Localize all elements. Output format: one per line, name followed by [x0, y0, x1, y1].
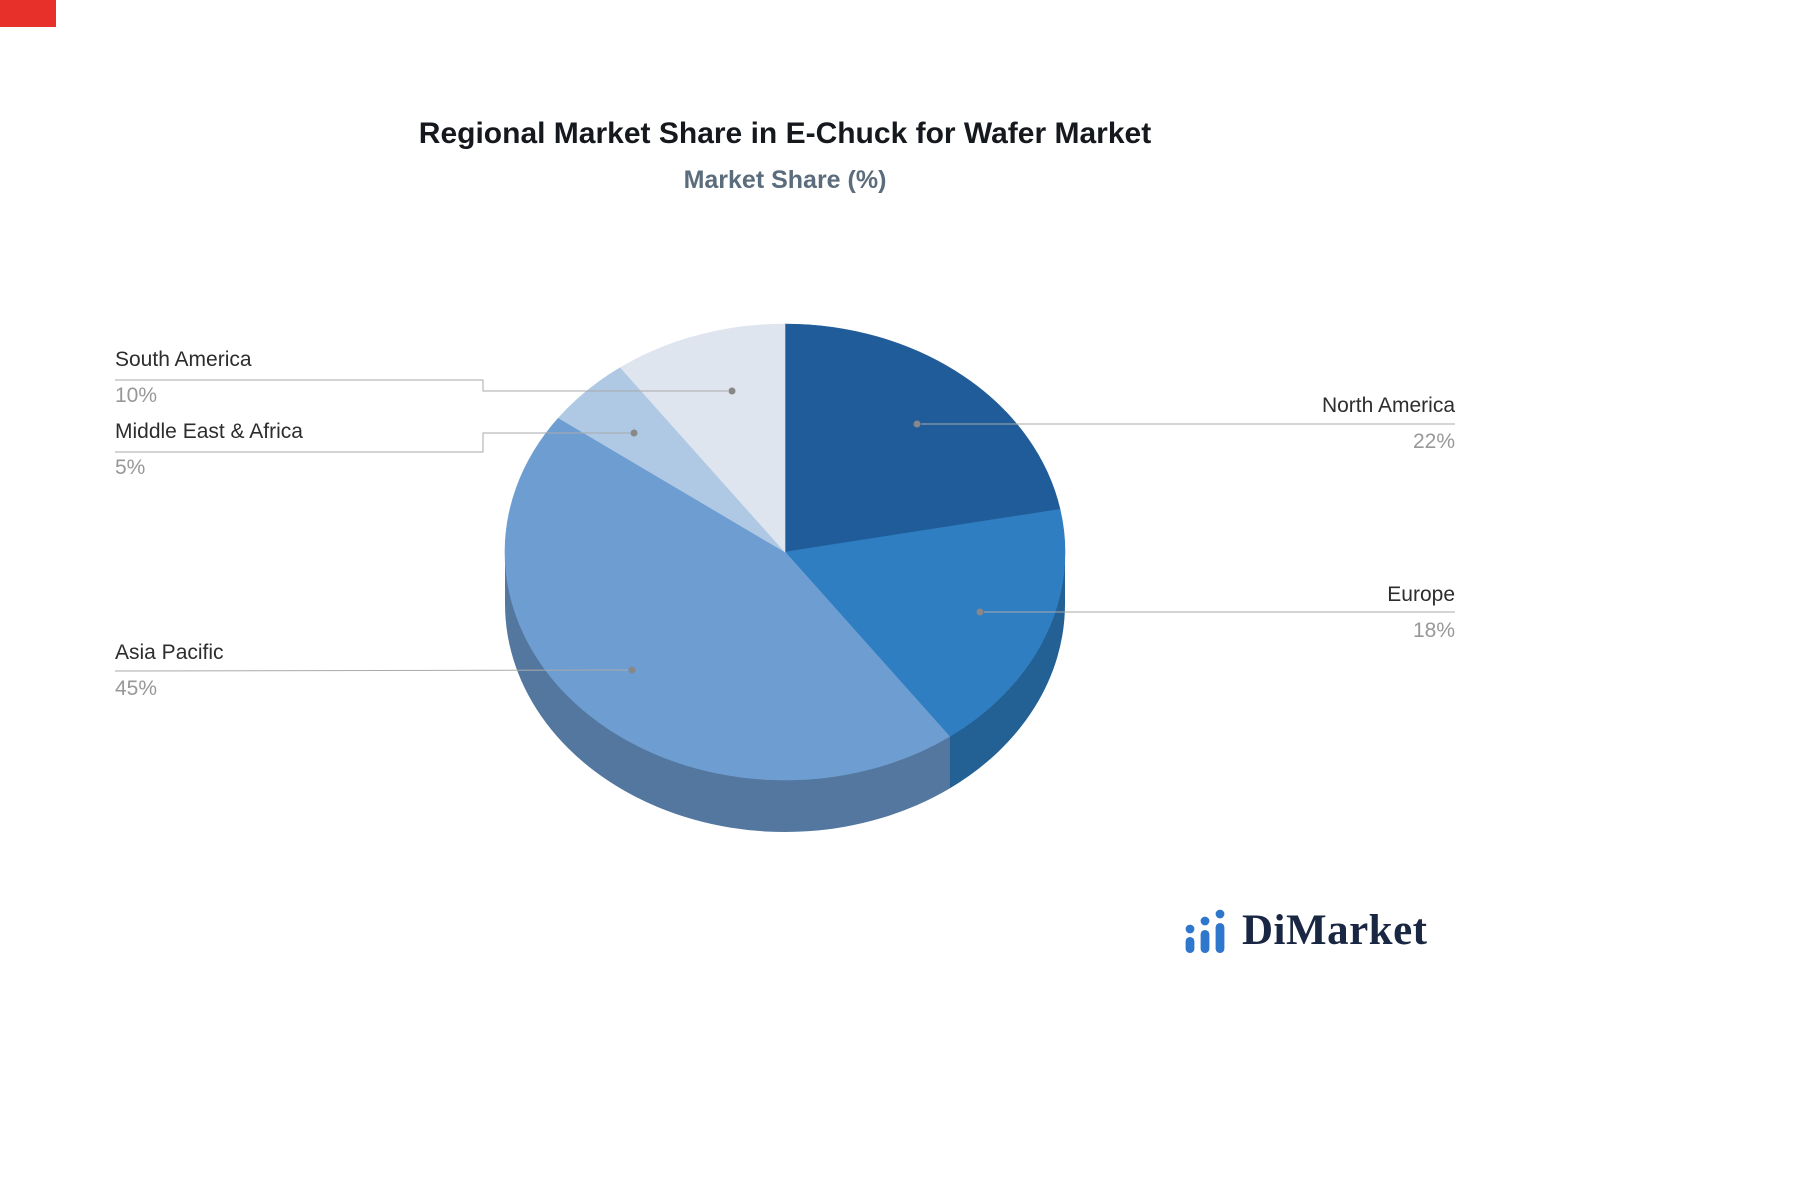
leader-dot-europe: [976, 608, 984, 616]
slice-label: North America: [1321, 394, 1455, 417]
leader-dot-asia-pacific: [628, 666, 636, 674]
pie-slice-europe[interactable]: [784, 508, 1066, 737]
slice-label: Asia Pacific: [115, 641, 224, 664]
brand-name: DiMarket: [1242, 907, 1428, 954]
pie-slice-side-asia-pacific: [505, 552, 950, 832]
slice-label: Middle East & Africa: [115, 420, 303, 443]
leader-line-asia-pacific: [114, 669, 629, 672]
slice-value: 22%: [1412, 430, 1455, 453]
chart-subtitle: Market Share (%): [683, 166, 887, 194]
slice-label: South America: [115, 348, 252, 371]
slice-value: 18%: [1412, 619, 1455, 642]
callout-middle-east-africa: Middle East & Africa 5%: [115, 420, 303, 480]
callout-asia-pacific: Asia Pacific 45%: [115, 641, 224, 701]
leader-line-middle-east-africa: [115, 432, 630, 453]
slice-value: 10%: [115, 384, 158, 407]
brand-logo: DiMarket: [1183, 906, 1428, 955]
leader-dot-north-america: [913, 420, 921, 428]
callout-europe: Europe 18%: [1387, 583, 1455, 643]
slice-label: Europe: [1387, 583, 1455, 606]
chart-title: Regional Market Share in E-Chuck for Waf…: [418, 117, 1152, 150]
pie-slice-south-america[interactable]: [619, 323, 786, 553]
pie-slice-north-america[interactable]: [784, 323, 1061, 553]
callout-south-america: South America 10%: [115, 348, 252, 408]
corner-red-flag: [0, 0, 56, 27]
callout-north-america: North America 22%: [1322, 394, 1455, 454]
chart-header: Regional Market Share in E-Chuck for Waf…: [0, 116, 1570, 194]
bar-chart-logo-icon: [1185, 909, 1225, 953]
leader-dot-south-america: [728, 387, 736, 395]
leader-line-south-america: [115, 379, 728, 392]
pie-slice-side-europe: [949, 552, 1065, 789]
pie-slice-asia-pacific[interactable]: [504, 417, 951, 781]
slice-value: 5%: [115, 456, 146, 479]
leader-dot-middle-east-africa: [630, 429, 638, 437]
slice-value: 45%: [115, 677, 158, 700]
